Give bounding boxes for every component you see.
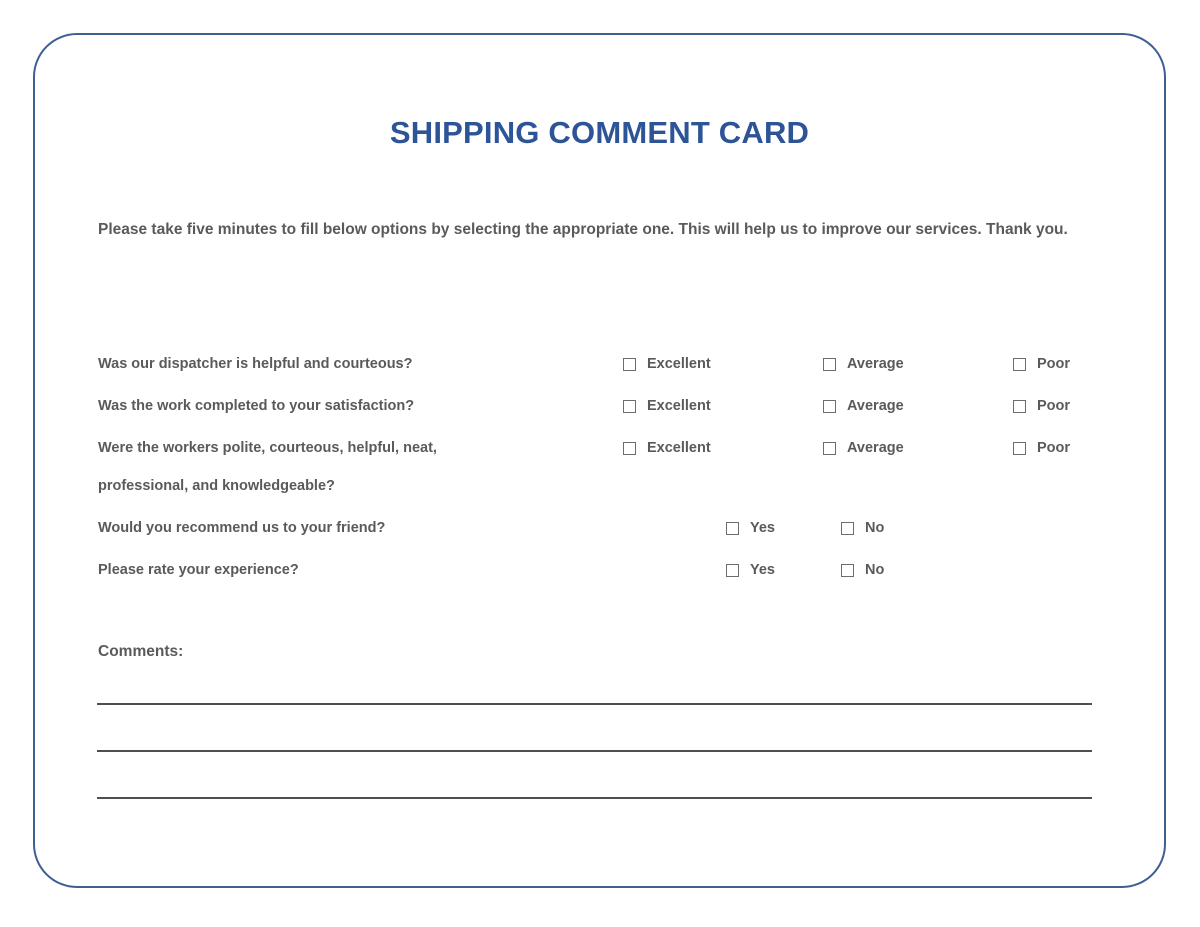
checkbox-icon[interactable] — [823, 357, 836, 371]
option-label: Average — [847, 439, 904, 456]
option-average[interactable]: Average — [823, 387, 904, 425]
question-row: Please rate your experience? Yes No — [98, 551, 1108, 593]
question-label: Please rate your experience? — [98, 562, 299, 578]
checkbox-icon[interactable] — [841, 563, 854, 577]
option-label: Poor — [1037, 355, 1071, 372]
option-average[interactable]: Average — [823, 345, 904, 383]
question-label: Was our dispatcher is helpful and courte… — [98, 356, 413, 372]
option-no[interactable]: No — [841, 509, 884, 547]
checkbox-icon[interactable] — [841, 521, 854, 535]
question-label: Were the workers polite, courteous, help… — [98, 429, 578, 505]
option-label: Poor — [1037, 397, 1071, 414]
option-label: No — [865, 561, 885, 578]
option-poor[interactable]: Poor — [1013, 345, 1070, 383]
comment-line[interactable] — [97, 703, 1092, 705]
checkbox-icon[interactable] — [1013, 441, 1026, 455]
page-title: SHIPPING COMMENT CARD — [389, 115, 810, 150]
option-poor[interactable]: Poor — [1013, 387, 1070, 425]
question-label-line1: Were the workers polite, courteous, help… — [98, 440, 437, 456]
comment-line[interactable] — [97, 797, 1092, 799]
comments-write-area[interactable] — [97, 703, 1092, 844]
option-no[interactable]: No — [841, 551, 884, 589]
intro-paragraph: Please take five minutes to fill below o… — [98, 221, 1068, 238]
checkbox-icon[interactable] — [623, 357, 636, 371]
option-label: Poor — [1037, 439, 1071, 456]
option-excellent[interactable]: Excellent — [623, 429, 711, 467]
question-row: Was the work completed to your satisfact… — [98, 387, 1108, 429]
option-label: Excellent — [647, 355, 711, 372]
checkbox-icon[interactable] — [623, 399, 636, 413]
checkbox-icon[interactable] — [623, 441, 636, 455]
comment-line[interactable] — [97, 750, 1092, 752]
question-label-line2: professional, and knowledgeable? — [98, 478, 335, 494]
option-excellent[interactable]: Excellent — [623, 345, 711, 383]
option-label: Average — [847, 397, 904, 414]
option-label: Average — [847, 355, 904, 372]
question-row: Was our dispatcher is helpful and courte… — [98, 345, 1108, 387]
question-label: Was the work completed to your satisfact… — [98, 398, 415, 414]
option-label: Excellent — [647, 439, 711, 456]
question-row: Would you recommend us to your friend? Y… — [98, 509, 1108, 551]
option-poor[interactable]: Poor — [1013, 429, 1070, 467]
option-label: Yes — [750, 561, 775, 578]
option-label: Excellent — [647, 397, 711, 414]
question-label: Would you recommend us to your friend? — [98, 520, 386, 536]
question-row: Were the workers polite, courteous, help… — [98, 429, 1108, 509]
comment-card: SHIPPING COMMENT CARD Please take five m… — [33, 33, 1166, 888]
option-yes[interactable]: Yes — [726, 509, 775, 547]
checkbox-icon[interactable] — [823, 441, 836, 455]
option-label: Yes — [750, 519, 775, 536]
option-excellent[interactable]: Excellent — [623, 387, 711, 425]
option-yes[interactable]: Yes — [726, 551, 775, 589]
option-label: No — [865, 519, 885, 536]
checkbox-icon[interactable] — [1013, 357, 1026, 371]
comments-label: Comments: — [98, 643, 184, 660]
checkbox-icon[interactable] — [726, 521, 739, 535]
option-average[interactable]: Average — [823, 429, 904, 467]
checkbox-icon[interactable] — [1013, 399, 1026, 413]
checkbox-icon[interactable] — [823, 399, 836, 413]
questions-section: Was our dispatcher is helpful and courte… — [98, 345, 1108, 593]
checkbox-icon[interactable] — [726, 563, 739, 577]
